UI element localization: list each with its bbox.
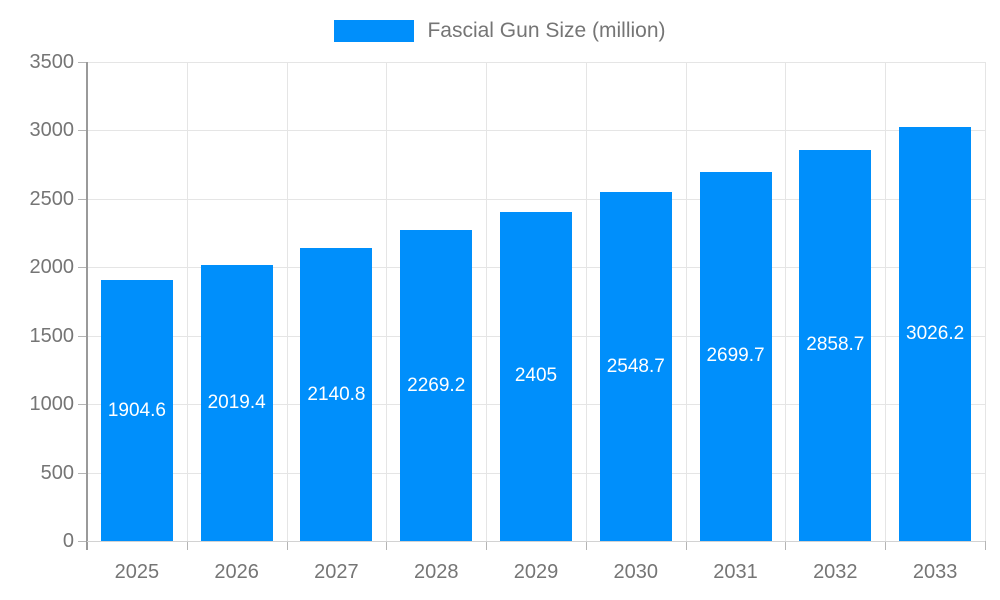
y-axis-tick <box>78 130 87 131</box>
gridline-vertical <box>985 62 986 541</box>
x-axis-tick <box>785 541 786 550</box>
x-axis-tick <box>187 541 188 550</box>
gridline-horizontal <box>87 62 985 63</box>
gridline-vertical <box>386 62 387 541</box>
y-axis-line <box>86 62 88 550</box>
bar-value-label: 1904.6 <box>107 399 166 421</box>
bar-value-label: 2019.4 <box>207 391 266 413</box>
bar-value-label: 3026.2 <box>906 322 965 344</box>
y-tick-label: 1500 <box>29 325 75 347</box>
gridline-vertical <box>586 62 587 541</box>
y-tick-label: 500 <box>40 462 74 484</box>
legend[interactable]: Fascial Gun Size (million) <box>0 18 1000 44</box>
y-axis-tick <box>78 404 87 405</box>
x-axis-tick <box>686 541 687 550</box>
bar <box>799 149 872 541</box>
bar <box>699 171 772 541</box>
y-axis-tick <box>78 267 87 268</box>
gridline-horizontal <box>87 130 985 131</box>
x-axis-tick <box>287 541 288 550</box>
x-axis-line <box>87 541 985 542</box>
y-tick-label: 1000 <box>29 393 75 415</box>
y-tick-label: 2500 <box>29 188 75 210</box>
bar-value-label: 2548.7 <box>606 355 665 377</box>
x-tick-label: 2032 <box>813 561 858 583</box>
bar-value-label: 2405 <box>514 365 558 387</box>
x-tick-label: 2027 <box>314 561 359 583</box>
x-axis-tick <box>985 541 986 550</box>
legend-swatch <box>334 20 415 42</box>
x-tick-label: 2025 <box>114 561 160 583</box>
x-axis-tick <box>486 541 487 550</box>
bar <box>100 280 173 541</box>
x-tick-label: 2030 <box>613 561 659 583</box>
x-tick-label: 2028 <box>413 561 459 583</box>
bar <box>599 192 672 541</box>
x-tick-label: 2026 <box>214 561 259 583</box>
y-axis-tick <box>78 199 87 200</box>
bar <box>300 248 373 541</box>
gridline-vertical <box>287 62 288 541</box>
y-axis-tick <box>78 473 87 474</box>
bar-value-label: 2858.7 <box>806 334 865 356</box>
bar-value-label: 2699.7 <box>706 345 765 367</box>
gridline-vertical <box>785 62 786 541</box>
x-axis-tick <box>885 541 886 550</box>
y-axis-tick <box>78 336 87 337</box>
bar <box>200 264 273 541</box>
x-tick-label: 2033 <box>912 561 958 583</box>
y-tick-label: 3500 <box>29 51 75 73</box>
x-axis-tick <box>386 541 387 550</box>
y-axis-tick <box>78 62 87 63</box>
gridline-vertical <box>486 62 487 541</box>
bar <box>400 230 473 541</box>
bar-value-label: 2269.2 <box>407 374 466 396</box>
y-tick-label: 2000 <box>29 256 75 278</box>
y-tick-label: 3000 <box>29 119 75 141</box>
gridline-horizontal <box>87 199 985 200</box>
x-tick-label: 2029 <box>513 561 559 583</box>
bar <box>500 211 572 541</box>
y-axis-tick <box>78 541 87 542</box>
bar-value-label: 2140.8 <box>307 383 366 405</box>
gridline-vertical <box>187 62 188 541</box>
bar <box>899 126 972 541</box>
gridline-vertical <box>885 62 886 541</box>
gridline-vertical <box>686 62 687 541</box>
legend-label: Fascial Gun Size (million) <box>427 19 666 42</box>
y-tick-label: 0 <box>62 530 74 552</box>
x-tick-label: 2031 <box>713 561 758 583</box>
x-axis-tick <box>586 541 587 550</box>
